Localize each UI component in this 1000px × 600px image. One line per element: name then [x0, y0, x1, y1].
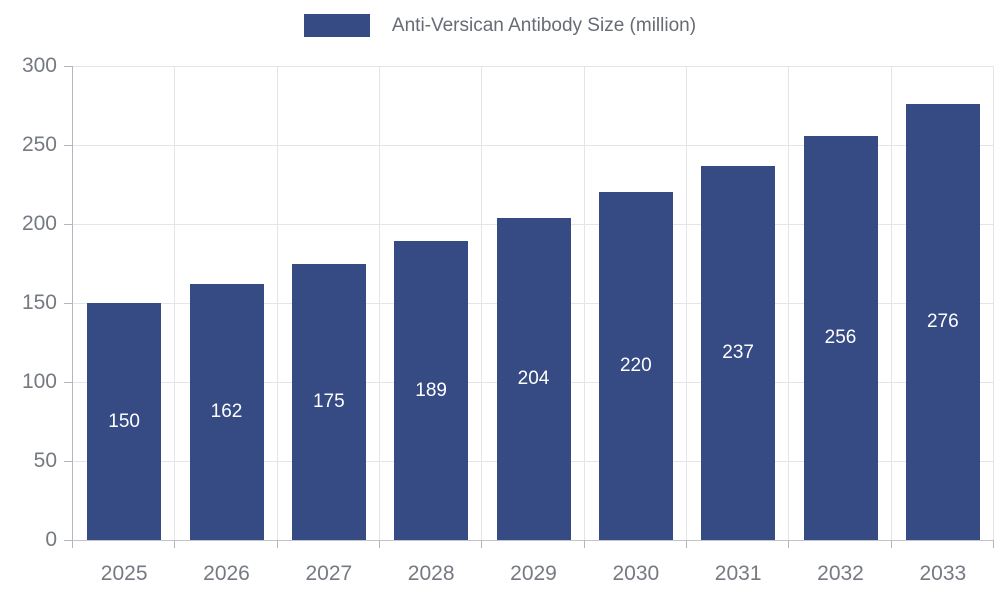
- bar-2029: 204: [496, 217, 571, 540]
- y-axis-tick: [64, 382, 72, 383]
- gridline-vertical: [890, 66, 892, 540]
- bar-2033: 276: [905, 103, 980, 540]
- x-axis-tick: [583, 540, 585, 548]
- x-axis-tick: [686, 540, 687, 548]
- x-axis-tick: [890, 540, 892, 548]
- bar-value-label: 162: [210, 401, 243, 423]
- bar-2026: 162: [189, 284, 264, 540]
- bar-value-label: 256: [824, 326, 857, 348]
- gridline-vertical: [379, 66, 380, 540]
- y-axis-line: [72, 66, 73, 540]
- gridline-horizontal: [73, 66, 994, 67]
- y-axis-tick-label: 200: [21, 212, 57, 235]
- bar-2031: 237: [701, 165, 776, 540]
- x-axis-tick: [72, 540, 73, 548]
- gridline-horizontal: [73, 145, 994, 146]
- y-axis-tick-label: 0: [45, 528, 57, 551]
- bar-2025: 150: [87, 303, 162, 540]
- x-axis-tick-label: 2028: [407, 562, 455, 585]
- x-axis-tick-label: 2030: [612, 562, 660, 585]
- bar-value-label: 220: [619, 355, 652, 377]
- bar-value-label: 150: [108, 410, 140, 432]
- gridline-vertical: [686, 66, 687, 540]
- x-axis-tick: [379, 540, 380, 548]
- x-axis-tick-label: 2025: [100, 562, 148, 585]
- bar-value-label: 189: [415, 379, 447, 401]
- bar-value-label: 204: [517, 367, 550, 389]
- y-axis-tick-label: 150: [21, 291, 57, 314]
- gridline-vertical: [583, 66, 585, 540]
- gridline-vertical: [993, 66, 994, 540]
- gridline-vertical: [174, 66, 176, 540]
- legend-item[interactable]: Anti-Versican Antibody Size (million): [303, 14, 697, 37]
- y-axis-tick-label: 100: [21, 370, 57, 393]
- y-axis-tick-label: 250: [21, 133, 57, 156]
- bar-2027: 175: [291, 263, 366, 540]
- y-axis-tick: [64, 303, 72, 304]
- gridline-vertical: [276, 66, 278, 540]
- x-axis-tick-label: 2026: [203, 562, 250, 585]
- y-axis-tick-label: 300: [21, 54, 57, 77]
- bar-2032: 256: [803, 135, 878, 540]
- y-axis-tick: [64, 224, 72, 225]
- gridline-vertical: [481, 66, 483, 540]
- x-axis-tick: [788, 540, 790, 548]
- legend-label: Anti-Versican Antibody Size (million): [391, 14, 697, 36]
- y-axis-tick: [64, 540, 72, 541]
- gridline-vertical: [788, 66, 790, 540]
- y-axis-tick: [64, 66, 72, 67]
- x-axis-tick-label: 2031: [714, 562, 762, 585]
- legend-swatch: [303, 14, 370, 37]
- bar-value-label: 175: [312, 390, 345, 412]
- x-axis-tick: [481, 540, 483, 548]
- bar-2028: 189: [394, 241, 469, 540]
- y-axis-tick: [64, 145, 72, 146]
- y-axis-tick: [64, 461, 72, 462]
- bar-value-label: 237: [722, 341, 754, 363]
- x-axis-tick: [174, 540, 176, 548]
- legend: Anti-Versican Antibody Size (million): [0, 14, 1000, 37]
- x-axis-tick: [993, 540, 994, 548]
- x-axis-tick-label: 2033: [919, 562, 967, 585]
- x-axis-tick-label: 2029: [510, 562, 557, 585]
- x-axis-line: [72, 540, 994, 541]
- y-axis-tick-label: 50: [33, 449, 57, 472]
- plot-area: 0 50 100 150 200 250 300 150 2025 162 2026 175 2027 1…: [22, 54, 994, 585]
- bar-value-label: 276: [926, 310, 959, 332]
- bar-2030: 220: [598, 192, 673, 540]
- x-axis-tick: [276, 540, 278, 548]
- x-axis-tick-label: 2027: [305, 562, 353, 585]
- x-axis-tick-label: 2032: [817, 562, 864, 585]
